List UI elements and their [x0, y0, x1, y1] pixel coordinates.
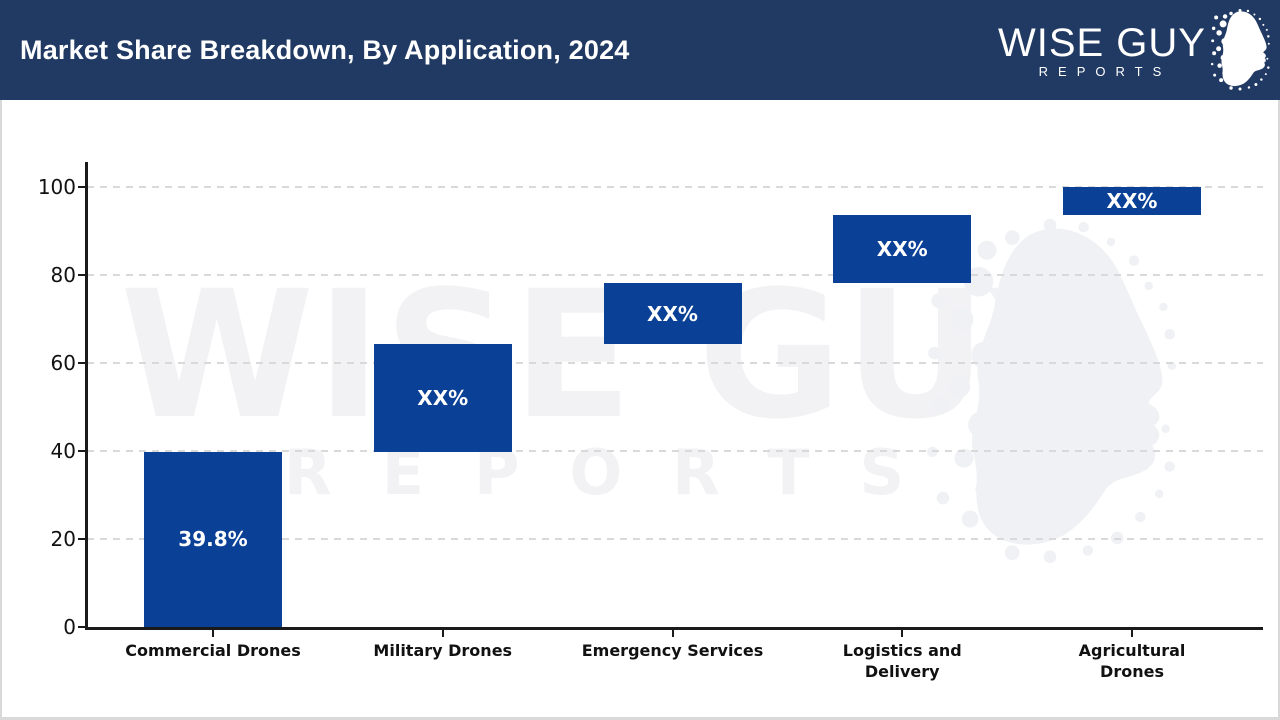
y-tick-label-0: 0 [63, 615, 76, 639]
header: Market Share Breakdown, By Application, … [0, 0, 1280, 100]
gridline-100 [87, 186, 1263, 188]
y-tick-label-20: 20 [50, 527, 76, 551]
y-tick-mark-0 [78, 626, 86, 628]
bar-value-label-commercial-drones: 39.8% [178, 527, 248, 552]
y-tick-mark-80 [78, 274, 86, 276]
y-tick-mark-100 [78, 186, 86, 188]
gridline-20 [87, 538, 1263, 540]
bar-logistics-and-delivery: XX% [833, 214, 972, 284]
x-tick-mark-logistics-and-delivery [901, 629, 904, 637]
x-tick-mark-agricultural-drones [1131, 629, 1133, 637]
bar-agricultural-drones: XX% [1063, 187, 1201, 215]
bar-emergency-services: XX% [603, 283, 742, 345]
y-tick-mark-40 [78, 450, 86, 452]
chart-area: WISE GUY REPORTS 0 20 40 60 80 100 39.8% Commer… [0, 100, 1280, 720]
category-label-emergency-services: Emergency Services [581, 641, 764, 660]
logo-brand-subtitle: REPORTS [1038, 63, 1172, 79]
chart-title: Market Share Breakdown, By Application, … [20, 34, 630, 65]
dotted-head-icon [1210, 9, 1270, 91]
category-label-logistics-and-delivery: Logistics and Delivery [842, 641, 962, 681]
bar-commercial-drones: 39.8% [144, 451, 282, 627]
x-tick-mark-commercial-drones [212, 629, 214, 637]
x-tick-mark-military-drones [441, 629, 444, 637]
bar-value-label-agricultural-drones: XX% [1106, 188, 1158, 213]
y-tick-label-40: 40 [50, 439, 76, 463]
gridline-40 [87, 450, 1263, 452]
y-tick-label-100: 100 [37, 175, 76, 199]
category-label-commercial-drones: Commercial Drones [125, 641, 301, 660]
y-tick-label-80: 80 [50, 263, 76, 287]
y-tick-mark-20 [78, 538, 86, 540]
bar-value-label-military-drones: XX% [417, 385, 469, 410]
y-axis-line [85, 162, 88, 629]
x-tick-mark-emergency-services [671, 629, 674, 637]
bar-value-label-emergency-services: XX% [647, 301, 698, 326]
logo-brand-name: WISE GUY [997, 20, 1206, 65]
bar-value-label-logistics-and-delivery: XX% [876, 237, 928, 262]
category-label-agricultural-drones: Agricultural Drones [1078, 641, 1186, 681]
x-axis-line [85, 627, 1263, 630]
logo-text: WISE GUY REPORTS [998, 22, 1206, 79]
plot-region: 0 20 40 60 80 100 39.8% Commercial Drones XX% Mil… [2, 100, 1278, 717]
gridline-60 [87, 362, 1263, 364]
y-tick-label-60: 60 [50, 351, 76, 375]
wiseguy-logo: WISE GUY REPORTS [998, 6, 1270, 94]
bar-military-drones: XX% [373, 344, 512, 452]
gridline-80 [87, 274, 1263, 276]
y-tick-mark-60 [78, 362, 86, 364]
category-label-military-drones: Military Drones [373, 641, 513, 660]
